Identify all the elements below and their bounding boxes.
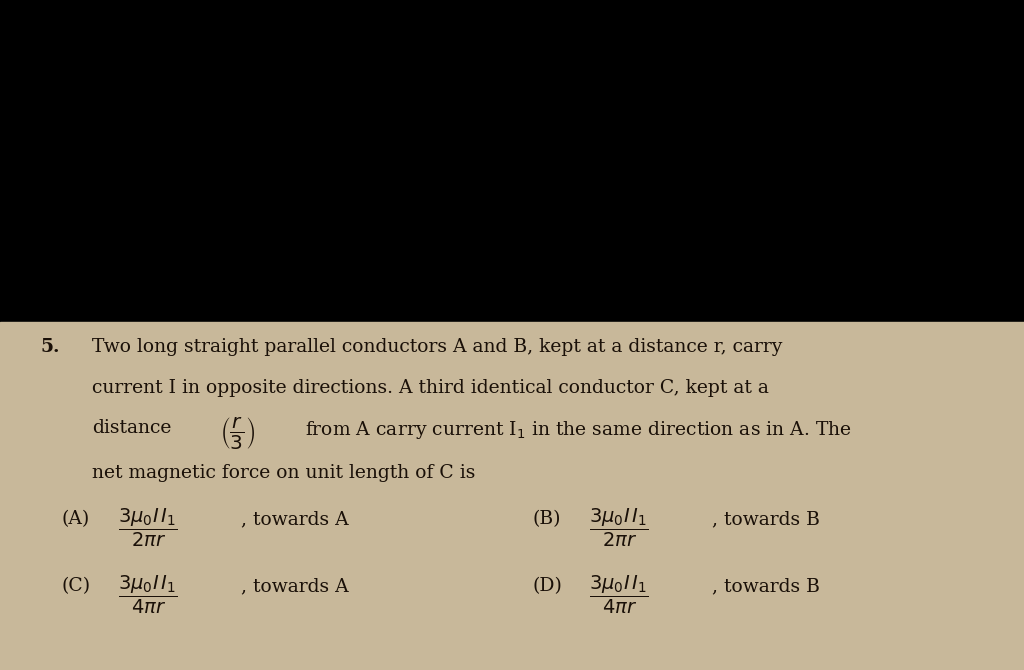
Bar	[0, 322, 1024, 670]
Text: (A): (A)	[61, 511, 90, 529]
Text: $\dfrac{3\mu_0 I\,I_1}{2\pi r}$: $\dfrac{3\mu_0 I\,I_1}{2\pi r}$	[118, 507, 178, 549]
Text: 5.: 5.	[41, 338, 60, 356]
Text: , towards B: , towards B	[712, 578, 819, 596]
Text: $\dfrac{3\mu_0 I\,I_1}{2\pi r}$: $\dfrac{3\mu_0 I\,I_1}{2\pi r}$	[589, 507, 649, 549]
Text: (C): (C)	[61, 578, 90, 596]
Text: $\dfrac{3\mu_0 I\,I_1}{4\pi r}$: $\dfrac{3\mu_0 I\,I_1}{4\pi r}$	[118, 574, 178, 616]
Text: distance: distance	[92, 419, 172, 437]
Text: , towards A: , towards A	[241, 578, 348, 596]
Text: $\dfrac{3\mu_0 I\,I_1}{4\pi r}$: $\dfrac{3\mu_0 I\,I_1}{4\pi r}$	[589, 574, 649, 616]
Text: net magnetic force on unit length of C is: net magnetic force on unit length of C i…	[92, 464, 475, 482]
Text: , towards B: , towards B	[712, 511, 819, 529]
Text: (D): (D)	[532, 578, 562, 596]
Text: from A carry current I$_1$ in the same direction as in A. The: from A carry current I$_1$ in the same d…	[305, 419, 852, 441]
Text: (B): (B)	[532, 511, 561, 529]
Text: $\left(\dfrac{r}{3}\right)$: $\left(\dfrac{r}{3}\right)$	[220, 415, 255, 452]
Text: Two long straight parallel conductors A and B, kept at a distance r, carry: Two long straight parallel conductors A …	[92, 338, 782, 356]
Text: , towards A: , towards A	[241, 511, 348, 529]
Text: current I in opposite directions. A third identical conductor C, kept at a: current I in opposite directions. A thir…	[92, 379, 769, 397]
Bar	[0, 0, 1024, 322]
